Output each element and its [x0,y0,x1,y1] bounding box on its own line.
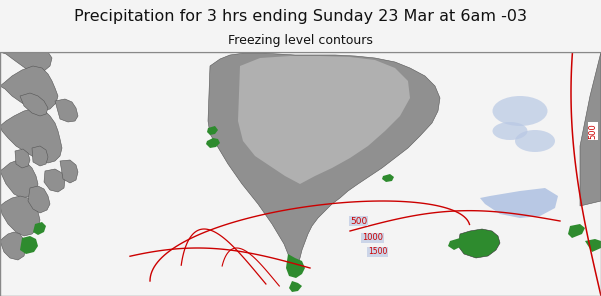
Polygon shape [55,99,78,122]
Polygon shape [15,149,30,168]
Polygon shape [0,66,58,111]
Polygon shape [206,138,220,148]
Polygon shape [0,160,38,198]
Polygon shape [382,174,394,182]
Polygon shape [480,188,558,218]
Polygon shape [458,229,500,258]
Polygon shape [580,52,601,206]
Polygon shape [585,239,601,252]
Polygon shape [207,126,218,135]
Text: 500: 500 [588,123,597,139]
Polygon shape [20,236,38,254]
Text: 1500: 1500 [368,247,388,257]
Polygon shape [208,53,440,268]
Text: 1000: 1000 [362,234,383,242]
Polygon shape [286,254,305,278]
Ellipse shape [515,130,555,152]
Ellipse shape [492,96,548,126]
Polygon shape [60,160,78,183]
Polygon shape [44,169,65,192]
Polygon shape [32,146,48,166]
Polygon shape [33,222,46,235]
Polygon shape [0,232,26,260]
Text: Precipitation for 3 hrs ending Sunday 23 Mar at 6am -03: Precipitation for 3 hrs ending Sunday 23… [74,9,527,24]
Polygon shape [238,56,410,184]
Polygon shape [0,108,62,163]
Text: 500: 500 [350,216,367,226]
Polygon shape [568,224,585,238]
Polygon shape [0,52,52,74]
Polygon shape [289,281,302,292]
Text: Freezing level contours: Freezing level contours [228,34,373,47]
Polygon shape [448,238,466,250]
Polygon shape [0,196,40,236]
Polygon shape [20,93,48,116]
Ellipse shape [492,122,528,140]
Polygon shape [28,186,50,213]
